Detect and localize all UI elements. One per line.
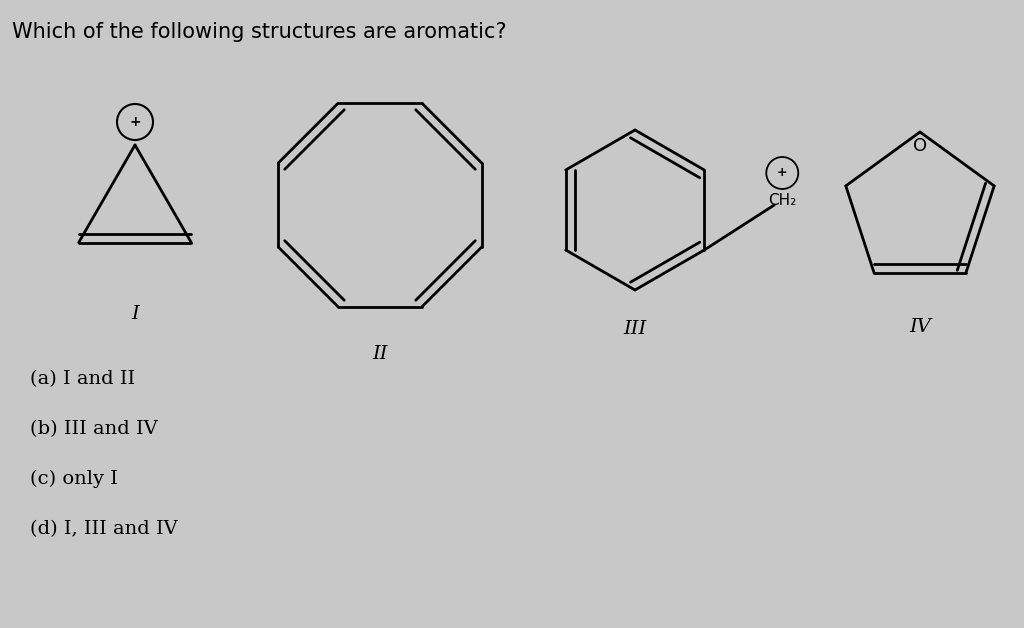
Text: IV: IV: [909, 318, 931, 336]
Text: (b) III and IV: (b) III and IV: [30, 420, 158, 438]
Text: I: I: [131, 305, 139, 323]
Text: CH₂: CH₂: [768, 193, 797, 208]
Text: II: II: [373, 345, 388, 363]
Text: III: III: [624, 320, 646, 338]
Text: +: +: [129, 115, 141, 129]
Text: +: +: [777, 166, 787, 180]
Text: Which of the following structures are aromatic?: Which of the following structures are ar…: [12, 22, 507, 42]
Text: (c) only I: (c) only I: [30, 470, 118, 488]
Text: O: O: [913, 137, 927, 155]
Text: (d) I, III and IV: (d) I, III and IV: [30, 520, 178, 538]
Text: (a) I and II: (a) I and II: [30, 370, 135, 388]
